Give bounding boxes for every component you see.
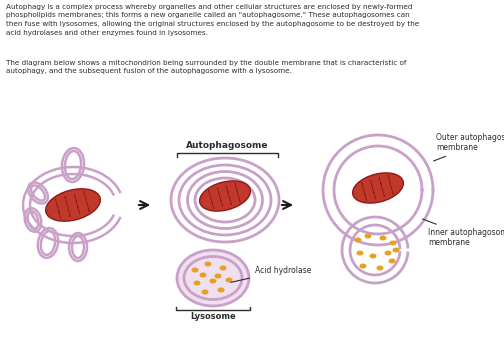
Ellipse shape — [218, 287, 224, 293]
Ellipse shape — [220, 265, 226, 271]
Ellipse shape — [46, 189, 100, 221]
Ellipse shape — [364, 234, 371, 238]
Ellipse shape — [380, 236, 387, 240]
Text: Lysosome: Lysosome — [190, 312, 236, 321]
Ellipse shape — [385, 250, 392, 256]
Ellipse shape — [354, 237, 361, 243]
Ellipse shape — [194, 281, 201, 285]
Ellipse shape — [200, 272, 207, 277]
Ellipse shape — [184, 257, 242, 299]
Ellipse shape — [225, 277, 232, 283]
Text: Inner autophagosomal
membrane: Inner autophagosomal membrane — [422, 219, 504, 247]
Ellipse shape — [192, 268, 199, 272]
Ellipse shape — [200, 181, 250, 211]
Ellipse shape — [202, 289, 209, 295]
Ellipse shape — [353, 173, 403, 203]
Ellipse shape — [393, 248, 400, 252]
Ellipse shape — [215, 273, 221, 279]
Text: The diagram below shows a mitochondrion being surrounded by the double membrane : The diagram below shows a mitochondrion … — [6, 60, 406, 74]
Ellipse shape — [177, 250, 249, 306]
Ellipse shape — [389, 259, 396, 263]
Ellipse shape — [376, 265, 384, 271]
Text: Acid hydrolase: Acid hydrolase — [231, 266, 311, 282]
Ellipse shape — [390, 240, 397, 246]
Ellipse shape — [205, 261, 212, 267]
Ellipse shape — [369, 253, 376, 259]
Text: Outer autophagosomal
membrane: Outer autophagosomal membrane — [433, 133, 504, 161]
Ellipse shape — [356, 250, 363, 256]
Ellipse shape — [359, 263, 366, 269]
Ellipse shape — [210, 279, 217, 284]
Text: Autophagy is a complex process whereby organelles and other cellular structures : Autophagy is a complex process whereby o… — [6, 4, 419, 35]
Text: Autophagosome: Autophagosome — [186, 141, 269, 150]
